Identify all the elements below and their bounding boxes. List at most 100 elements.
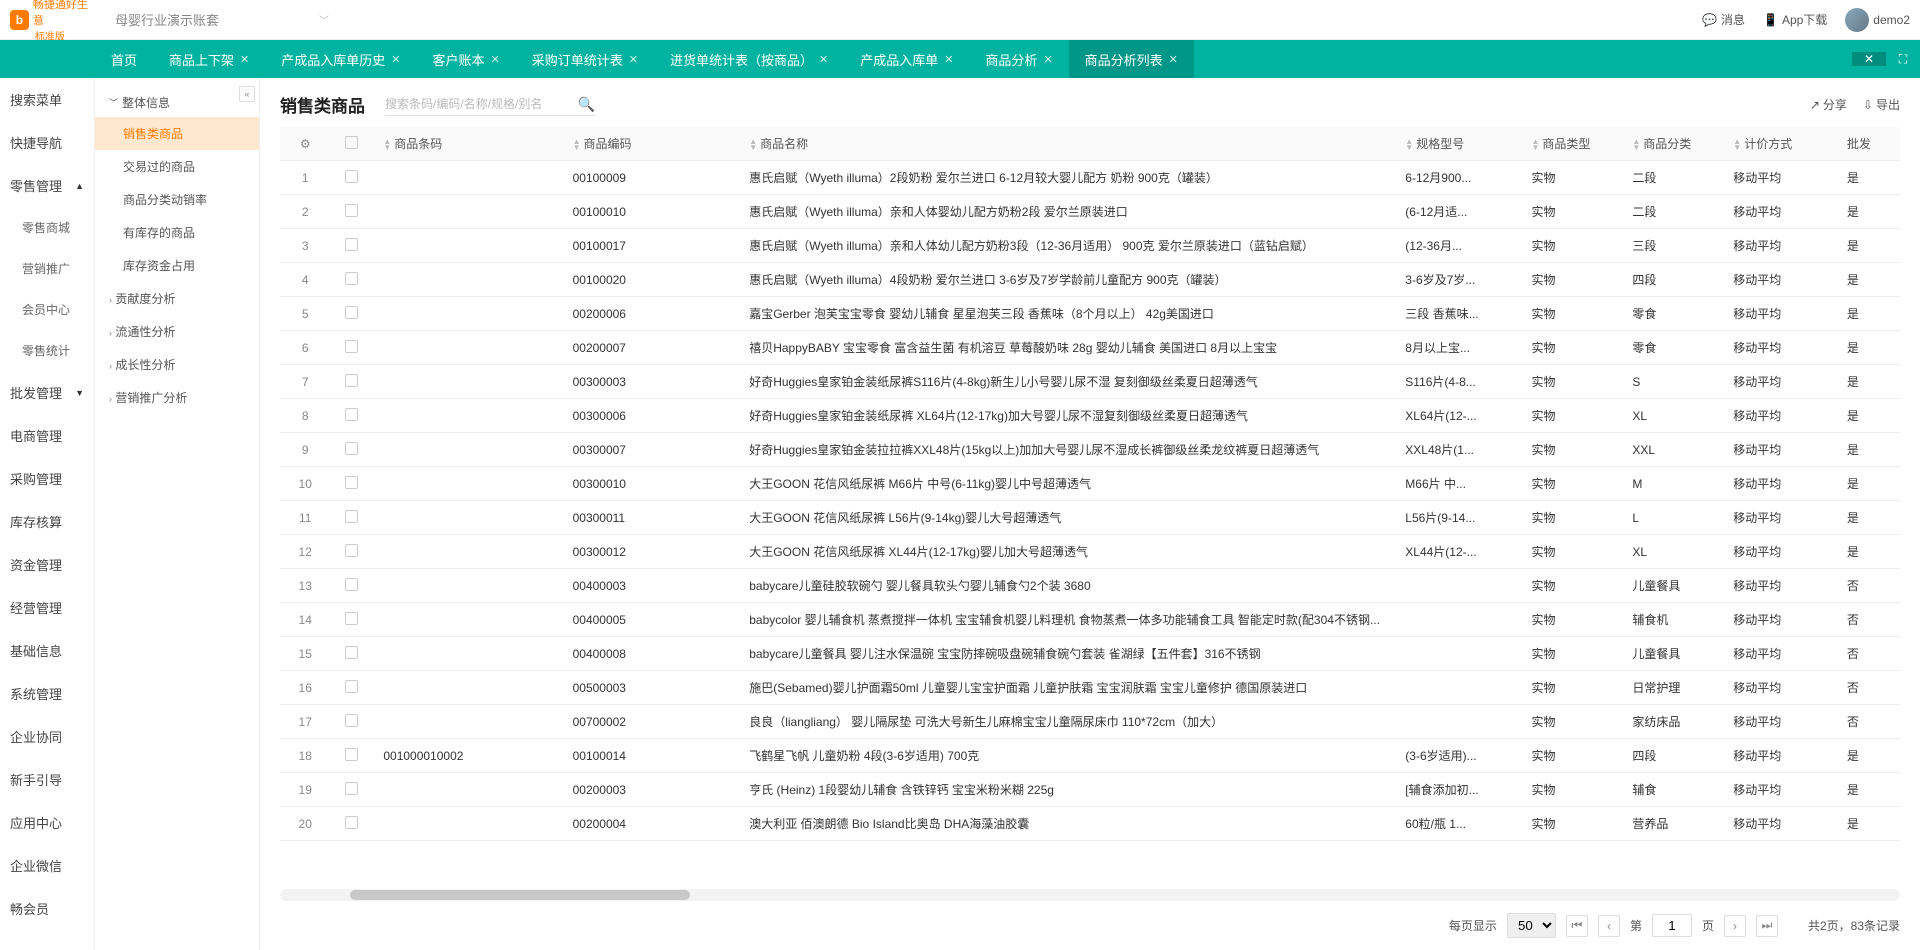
table-row[interactable]: 19 00200003 亨氏 (Heinz) 1段婴幼儿辅食 含铁锌钙 宝宝米粉…	[280, 773, 1900, 807]
nav-subitem[interactable]: 零售统计	[0, 330, 94, 371]
app-download-button[interactable]: 📱 App下载	[1763, 11, 1827, 28]
tab[interactable]: 进货单统计表（按商品）✕	[654, 40, 844, 78]
row-checkbox[interactable]	[345, 238, 358, 251]
row-checkbox[interactable]	[345, 374, 358, 387]
nav-item[interactable]: 批发管理▼	[0, 371, 94, 414]
tab[interactable]: 商品分析列表✕	[1069, 40, 1194, 78]
table-row[interactable]: 13 00400003 babycare儿童硅胶软碗勺 婴儿餐具软头勺婴儿辅食勺…	[280, 569, 1900, 603]
tab[interactable]: 客户账本✕	[416, 40, 515, 78]
sidebar-collapse-button[interactable]: «	[239, 86, 255, 102]
sidebar-item[interactable]: 交易过的商品	[95, 150, 259, 183]
col-spec[interactable]: ▲▼规格型号	[1395, 127, 1521, 161]
table-row[interactable]: 5 00200006 嘉宝Gerber 泡芙宝宝零食 婴幼儿辅食 星星泡芙三段 …	[280, 297, 1900, 331]
row-checkbox[interactable]	[345, 714, 358, 727]
close-icon[interactable]: ✕	[629, 53, 638, 66]
search-icon[interactable]: 🔍	[578, 96, 595, 113]
row-checkbox[interactable]	[345, 816, 358, 829]
nav-item[interactable]: 企业协同	[0, 715, 94, 758]
nav-item[interactable]: 应用中心	[0, 801, 94, 844]
col-type[interactable]: ▲▼商品类型	[1521, 127, 1622, 161]
table-row[interactable]: 18 001000010002 00100014 飞鹤星飞帆 儿童奶粉 4段(3…	[280, 739, 1900, 773]
horizontal-scrollbar[interactable]	[280, 889, 1900, 901]
table-row[interactable]: 3 00100017 惠氏启赋（Wyeth illuma）亲和人体幼儿配方奶粉3…	[280, 229, 1900, 263]
per-page-select[interactable]: 50	[1507, 913, 1556, 938]
nav-subitem[interactable]: 零售商城	[0, 207, 94, 248]
col-wholesale[interactable]: 批发	[1837, 127, 1900, 161]
close-icon[interactable]: ✕	[491, 53, 500, 66]
page-input[interactable]	[1652, 914, 1692, 937]
table-row[interactable]: 10 00300010 大王GOON 花信风纸尿裤 M66片 中号(6-11kg…	[280, 467, 1900, 501]
nav-item[interactable]: 畅会员	[0, 887, 94, 930]
nav-item[interactable]: 库存核算	[0, 500, 94, 543]
row-checkbox[interactable]	[345, 510, 358, 523]
sidebar-item[interactable]: › 流通性分析	[95, 315, 259, 348]
table-row[interactable]: 9 00300007 好奇Huggies皇家铂金装拉拉裤XXL48片(15kg以…	[280, 433, 1900, 467]
table-row[interactable]: 1 00100009 惠氏启赋（Wyeth illuma）2段奶粉 爱尔兰进口 …	[280, 161, 1900, 195]
table-row[interactable]: 2 00100010 惠氏启赋（Wyeth illuma）亲和人体婴幼儿配方奶粉…	[280, 195, 1900, 229]
col-barcode[interactable]: ▲▼商品条码	[373, 127, 562, 161]
prev-page-button[interactable]: ‹	[1598, 915, 1620, 937]
nav-subitem[interactable]: 营销推广	[0, 248, 94, 289]
nav-item[interactable]: 资金管理	[0, 543, 94, 586]
row-checkbox[interactable]	[345, 170, 358, 183]
row-checkbox[interactable]	[345, 476, 358, 489]
row-checkbox[interactable]	[345, 204, 358, 217]
table-row[interactable]: 7 00300003 好奇Huggies皇家铂金装纸尿裤S116片(4-8kg)…	[280, 365, 1900, 399]
tab[interactable]: 采购订单统计表✕	[516, 40, 654, 78]
sidebar-item[interactable]: 商品分类动销率	[95, 183, 259, 216]
close-icon[interactable]: ✕	[1169, 53, 1178, 66]
tab[interactable]: 商品上下架✕	[153, 40, 265, 78]
nav-item[interactable]: 电商管理	[0, 414, 94, 457]
table-row[interactable]: 8 00300006 好奇Huggies皇家铂金装纸尿裤 XL64片(12-17…	[280, 399, 1900, 433]
tab-close-button[interactable]: ✕	[1852, 52, 1886, 66]
nav-item[interactable]: 新手引导	[0, 758, 94, 801]
sidebar-item[interactable]: › 营销推广分析	[95, 381, 259, 414]
nav-item[interactable]: 搜索菜单	[0, 78, 94, 121]
last-page-button[interactable]: ⏭	[1756, 915, 1778, 937]
sidebar-item[interactable]: › 成长性分析	[95, 348, 259, 381]
table-row[interactable]: 20 00200004 澳大利亚 佰澳朗德 Bio Island比奥岛 DHA海…	[280, 807, 1900, 841]
fullscreen-button[interactable]: ⛶	[1886, 52, 1920, 67]
row-checkbox[interactable]	[345, 646, 358, 659]
search-input[interactable]	[385, 93, 578, 115]
close-icon[interactable]: ✕	[819, 53, 828, 66]
table-row[interactable]: 11 00300011 大王GOON 花信风纸尿裤 L56片(9-14kg)婴儿…	[280, 501, 1900, 535]
sidebar-item[interactable]: 销售类商品	[95, 117, 259, 150]
table-row[interactable]: 14 00400005 babycolor 婴儿辅食机 蒸煮搅拌一体机 宝宝辅食…	[280, 603, 1900, 637]
nav-item[interactable]: 系统管理	[0, 672, 94, 715]
export-button[interactable]: ⇩ 导出	[1863, 96, 1900, 113]
close-icon[interactable]: ✕	[240, 53, 249, 66]
row-checkbox[interactable]	[345, 340, 358, 353]
user-menu[interactable]: demo2	[1845, 8, 1910, 32]
row-checkbox[interactable]	[345, 408, 358, 421]
table-row[interactable]: 17 00700002 良良（liangliang） 婴儿隔尿垫 可洗大号新生儿…	[280, 705, 1900, 739]
table-row[interactable]: 6 00200007 禧贝HappyBABY 宝宝零食 富含益生菌 有机溶豆 草…	[280, 331, 1900, 365]
nav-subitem[interactable]: 会员中心	[0, 289, 94, 330]
col-pricing[interactable]: ▲▼计价方式	[1723, 127, 1837, 161]
sidebar-item[interactable]: 有库存的商品	[95, 216, 259, 249]
row-checkbox[interactable]	[345, 782, 358, 795]
messages-button[interactable]: 💬 消息	[1702, 11, 1745, 28]
table-row[interactable]: 12 00300012 大王GOON 花信风纸尿裤 XL44片(12-17kg)…	[280, 535, 1900, 569]
row-checkbox[interactable]	[345, 272, 358, 285]
table-row[interactable]: 15 00400008 babycare儿童餐具 婴儿注水保温碗 宝宝防摔碗吸盘…	[280, 637, 1900, 671]
nav-item[interactable]: 快捷导航	[0, 121, 94, 164]
nav-item[interactable]: 零售管理▲	[0, 164, 94, 207]
nav-item[interactable]: 企业微信	[0, 844, 94, 887]
close-icon[interactable]: ✕	[391, 53, 400, 66]
sidebar-item[interactable]: › 贡献度分析	[95, 282, 259, 315]
col-code[interactable]: ▲▼商品编码	[563, 127, 740, 161]
first-page-button[interactable]: ⏮	[1566, 915, 1588, 937]
tab[interactable]: 首页	[95, 40, 153, 78]
share-button[interactable]: ↗ 分享	[1810, 96, 1847, 113]
row-checkbox[interactable]	[345, 578, 358, 591]
sidebar-section-header[interactable]: ﹀ 整体信息	[95, 88, 259, 117]
row-checkbox[interactable]	[345, 442, 358, 455]
scrollbar-thumb[interactable]	[350, 890, 690, 900]
settings-column-header[interactable]: ⚙	[280, 127, 330, 161]
close-icon[interactable]: ✕	[1043, 53, 1052, 66]
table-row[interactable]: 16 00500003 施巴(Sebamed)婴儿护面霜50ml 儿童婴儿宝宝护…	[280, 671, 1900, 705]
row-checkbox[interactable]	[345, 544, 358, 557]
account-selector[interactable]: 母婴行业演示账套 ﹀	[115, 10, 329, 29]
nav-item[interactable]: 经营管理	[0, 586, 94, 629]
